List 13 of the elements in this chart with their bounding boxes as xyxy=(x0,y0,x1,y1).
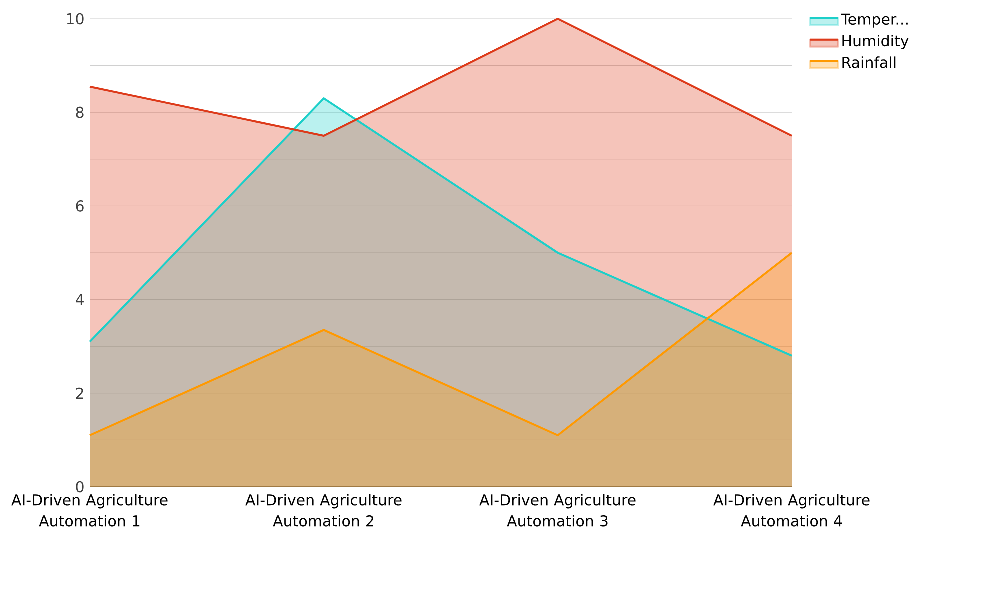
x-tick-label: AI-Driven Agriculture Automation 3 xyxy=(480,494,636,527)
y-tick-label: 0 xyxy=(76,481,84,493)
legend-label: Temper... xyxy=(841,14,908,28)
y-tick-label: 4 xyxy=(76,294,84,306)
y-tick-label: 2 xyxy=(76,388,84,399)
y-tick-label: 8 xyxy=(76,106,84,118)
y-tick-label: 6 xyxy=(76,200,84,212)
x-tick-label: AI-Driven Agriculture Automation 2 xyxy=(246,494,402,527)
x-tick-label: AI-Driven Agriculture Automation 4 xyxy=(714,494,870,527)
y-tick-label: 10 xyxy=(67,13,84,25)
legend-label: Rainfall xyxy=(842,56,896,68)
legend-label: Humidity xyxy=(842,35,909,50)
x-tick-label: AI-Driven Agriculture Automation 1 xyxy=(12,494,168,527)
